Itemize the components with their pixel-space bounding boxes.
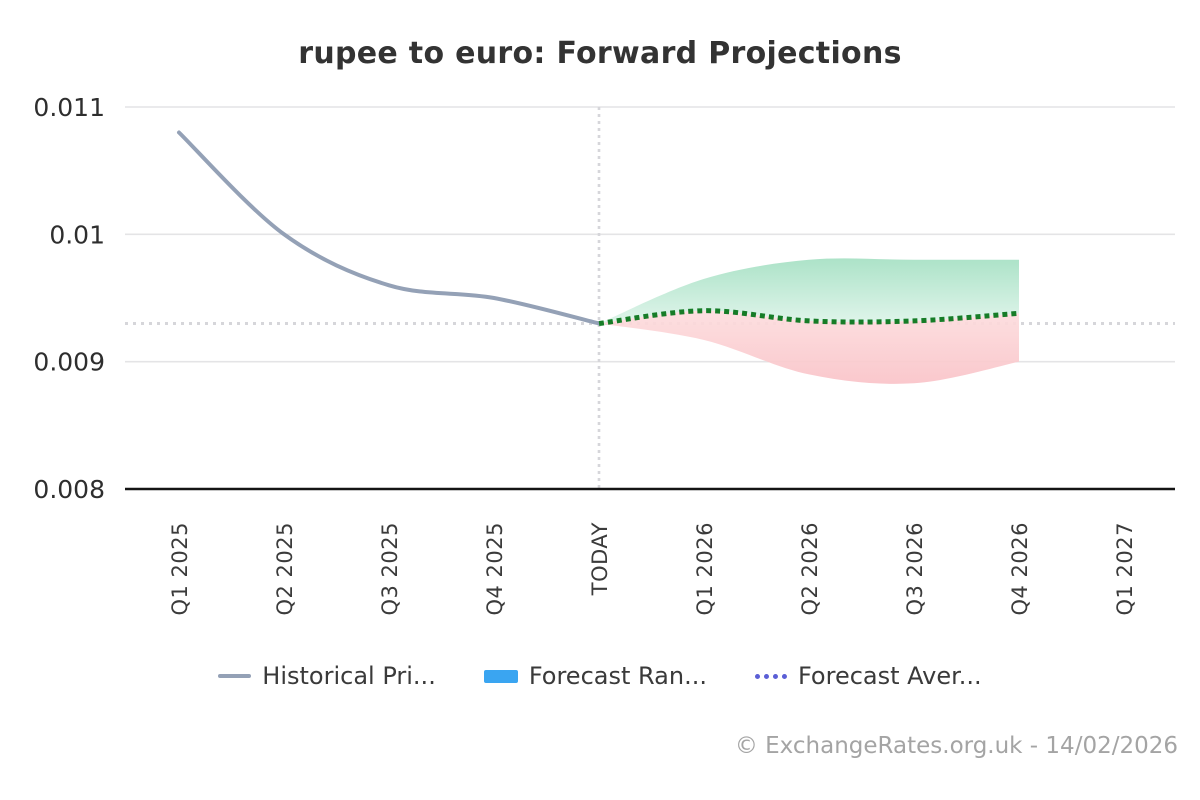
- y-tick-label: 0.009: [33, 348, 105, 377]
- historical-price-line: [177, 130, 601, 326]
- legend-item-forecast-average[interactable]: Forecast Aver...: [754, 662, 982, 690]
- legend-label: Forecast Aver...: [797, 662, 982, 690]
- copyright-attribution: © ExchangeRates.org.uk - 14/02/2026: [734, 733, 1178, 759]
- box-swatch: [483, 669, 518, 683]
- x-tick-label: Q3 2026: [903, 522, 927, 616]
- y-tick-label: 0.011: [33, 93, 105, 122]
- legend: Historical Pri... Forecast Ran... Foreca…: [0, 658, 1200, 694]
- forecast-average-line: [598, 308, 1020, 326]
- x-tick-label: Q4 2026: [1008, 522, 1032, 616]
- x-tick-label: Q3 2025: [378, 522, 402, 616]
- legend-item-historical-price[interactable]: Historical Pri...: [218, 662, 436, 690]
- legend-label: Historical Pri...: [262, 662, 436, 690]
- plot-area: 0.011 0.01 0.009 0.008 Q1 2025 Q2 2025 Q…: [33, 93, 1175, 616]
- y-tick-label: 0.01: [49, 220, 105, 249]
- x-tick-label: TODAY: [588, 522, 612, 596]
- x-tick-label: Q2 2026: [798, 522, 822, 616]
- legend-label: Forecast Ran...: [528, 662, 707, 690]
- x-tick-label: Q2 2025: [273, 522, 297, 616]
- y-tick-label: 0.008: [33, 475, 105, 504]
- forecast-range-upper-area: [599, 258, 1019, 324]
- x-tick-label: Q1 2027: [1113, 522, 1137, 616]
- legend-item-forecast-range[interactable]: Forecast Ran...: [483, 662, 707, 690]
- y-axis-labels: 0.011 0.01 0.009 0.008: [33, 93, 105, 504]
- x-tick-label: Q4 2025: [483, 522, 507, 616]
- x-tick-label: Q1 2026: [693, 522, 717, 616]
- dots-swatch: [754, 673, 787, 679]
- x-tick-label: Q1 2025: [168, 522, 192, 616]
- x-axis-labels: Q1 2025 Q2 2025 Q3 2025 Q4 2025 TODAY Q1…: [168, 522, 1137, 616]
- forecast-range-lower-area: [599, 310, 1019, 384]
- line-swatch: [218, 674, 252, 678]
- chart-title: rupee to euro: Forward Projections: [298, 36, 902, 71]
